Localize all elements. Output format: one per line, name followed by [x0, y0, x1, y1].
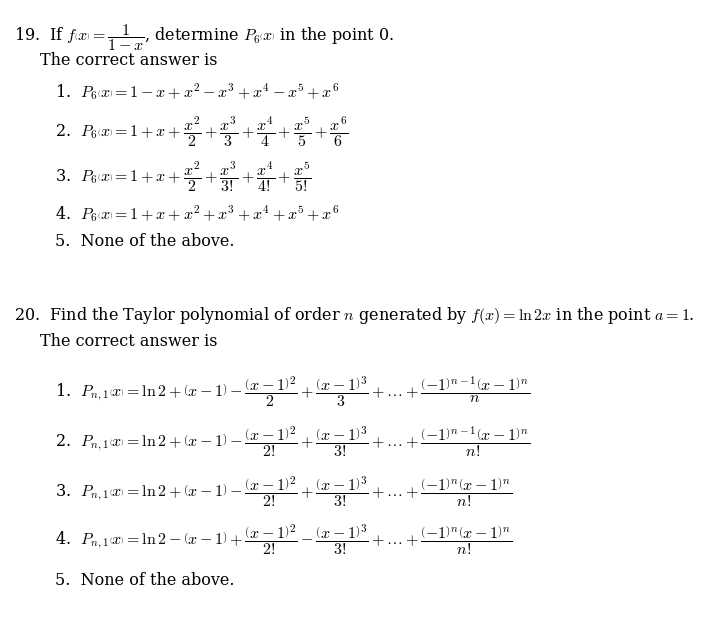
- Text: 4.  $P_{n,1}\left(x\right) = \ln 2 - \left(x-1\right) + \dfrac{\left(x-1\right)^: 4. $P_{n,1}\left(x\right) = \ln 2 - \lef…: [55, 523, 513, 558]
- Text: 3.  $P_6\left(x\right) = 1 + x + \dfrac{x^2}{2} + \dfrac{x^3}{3!} + \dfrac{x^4}{: 3. $P_6\left(x\right) = 1 + x + \dfrac{x…: [55, 160, 312, 194]
- Text: 20.  Find the Taylor polynomial of order $n$ generated by $f(x) = \ln 2x$ in the: 20. Find the Taylor polynomial of order …: [14, 305, 694, 326]
- Text: 4.  $P_6\left(x\right) = 1 + x + x^2 + x^3 + x^4 + x^5 + x^6$: 4. $P_6\left(x\right) = 1 + x + x^2 + x^…: [55, 204, 339, 225]
- Text: 3.  $P_{n,1}\left(x\right) = \ln 2 + \left(x-1\right) - \dfrac{\left(x-1\right)^: 3. $P_{n,1}\left(x\right) = \ln 2 + \lef…: [55, 475, 513, 510]
- Text: The correct answer is: The correct answer is: [40, 52, 218, 69]
- Text: 5.  None of the above.: 5. None of the above.: [55, 572, 234, 589]
- Text: 1.  $P_{n,1}\left(x\right) = \ln 2 + \left(x-1\right) - \dfrac{\left(x-1\right)^: 1. $P_{n,1}\left(x\right) = \ln 2 + \lef…: [55, 375, 531, 410]
- Text: The correct answer is: The correct answer is: [40, 333, 218, 350]
- Text: 19.  If $f\left(x\right) = \dfrac{1}{1-x}$, determine $P_6\left(x\right)$ in the: 19. If $f\left(x\right) = \dfrac{1}{1-x}…: [14, 22, 394, 53]
- Text: 5.  None of the above.: 5. None of the above.: [55, 233, 234, 250]
- Text: 1.  $P_6\left(x\right) = 1 - x + x^2 - x^3 + x^4 - x^5 + x^6$: 1. $P_6\left(x\right) = 1 - x + x^2 - x^…: [55, 82, 339, 103]
- Text: 2.  $P_6\left(x\right) = 1 + x + \dfrac{x^2}{2} + \dfrac{x^3}{3} + \dfrac{x^4}{4: 2. $P_6\left(x\right) = 1 + x + \dfrac{x…: [55, 115, 349, 149]
- Text: 2.  $P_{n,1}\left(x\right) = \ln 2 + \left(x-1\right) - \dfrac{\left(x-1\right)^: 2. $P_{n,1}\left(x\right) = \ln 2 + \lef…: [55, 425, 531, 460]
